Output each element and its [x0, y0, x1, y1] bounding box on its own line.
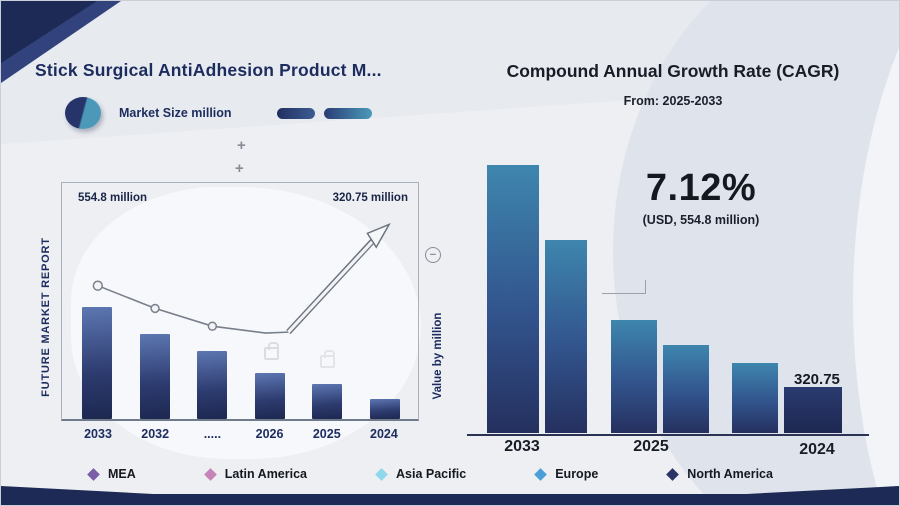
annotation-2033-value: 554.8 million — [78, 192, 148, 204]
left-x-label: ..... — [203, 427, 222, 441]
right-chart-subtitle: From: 2025-2033 — [623, 94, 723, 108]
left-bar-..... — [197, 351, 228, 419]
right-bar-2025-primary — [611, 320, 657, 433]
right-bar-2033-primary — [487, 165, 539, 433]
left-x-label: 2025 — [312, 427, 341, 441]
left-x-label: 2024 — [370, 427, 398, 441]
right-bar-2024-secondary — [784, 387, 842, 433]
step-line-decoration — [602, 280, 646, 294]
right-bar-2033-secondary — [545, 240, 587, 433]
cagr-value: 7.12% — [645, 167, 757, 209]
left-chart-bars — [82, 183, 400, 419]
region-legend: MEA Latin America Asia Pacific Europe North … — [87, 467, 773, 481]
plus-decoration: + — [237, 137, 246, 154]
faded-bag-icon — [264, 342, 279, 360]
right-x-label: 2024 — [799, 441, 835, 458]
legend-item-asia-pacific: Asia Pacific — [375, 467, 467, 481]
legend-diamond-icon — [666, 467, 680, 481]
cagr-note: (USD, 554.8 million) — [642, 213, 760, 227]
annotation-2024-value: 320.75 million — [332, 192, 408, 204]
legend-diamond-icon — [87, 467, 100, 481]
legend-item-latin-america: Latin America — [203, 467, 307, 481]
right-chart-x-labels: 2033 2025 2024 — [1, 438, 899, 458]
minus-circle-icon: − — [425, 247, 441, 263]
legend-label: Asia Pacific — [396, 467, 467, 481]
legend-item-north-america: North America — [666, 467, 773, 481]
left-chart-x-labels: 2033 2032..... 2026 2025 2024 — [81, 427, 401, 441]
legend-label: North America — [687, 467, 773, 481]
left-bar-2025 — [312, 384, 343, 419]
right-chart-y-axis-label: Value by million — [432, 312, 444, 400]
right-bar-2024-primary — [732, 363, 778, 433]
plus-decoration: + — [235, 160, 244, 177]
right-x-label: 2025 — [633, 438, 669, 455]
left-x-label: 2032 — [141, 427, 170, 441]
legend-diamond-icon — [203, 467, 217, 481]
legend-label: Europe — [555, 467, 599, 481]
left-chart-y-axis-label: FUTURE MARKET REPORT — [40, 237, 52, 397]
right-x-label: 2033 — [504, 438, 540, 455]
right-chart-title: Compound Annual Growth Rate (CAGR) — [506, 61, 840, 81]
left-bar-2033 — [82, 307, 112, 419]
right-chart-baseline — [467, 434, 869, 436]
left-x-label: 2026 — [255, 427, 284, 441]
left-bar-2026 — [254, 373, 285, 419]
market-size-legend: Market Size million — [65, 97, 372, 129]
legend-label: MEA — [108, 467, 136, 481]
faded-box-icon — [320, 350, 335, 368]
right-bar-2025-secondary — [663, 345, 709, 433]
background-blob — [71, 187, 421, 459]
pill-decoration-a — [276, 107, 315, 119]
legend-diamond-icon — [534, 467, 548, 481]
market-size-sphere-icon — [65, 97, 101, 129]
left-chart: 554.8 million 320.75 million — [61, 182, 419, 421]
left-chart-title: Stick Surgical AntiAdhesion Product M... — [35, 60, 382, 80]
left-bar-2032 — [139, 334, 170, 419]
trend-line-arrow-icon — [92, 222, 391, 335]
legend-item-europe: Europe — [534, 467, 599, 481]
bar-value-callout: 320.75 — [794, 371, 840, 388]
legend-diamond-icon — [375, 467, 388, 481]
market-size-label: Market Size million — [119, 106, 232, 120]
left-x-label: 2033 — [84, 427, 112, 441]
legend-item-mea: MEA — [87, 467, 136, 481]
bottom-bar — [1, 494, 899, 505]
left-bar-2024 — [369, 399, 400, 419]
legend-label: Latin America — [224, 467, 307, 481]
pill-decoration-b — [323, 107, 372, 119]
